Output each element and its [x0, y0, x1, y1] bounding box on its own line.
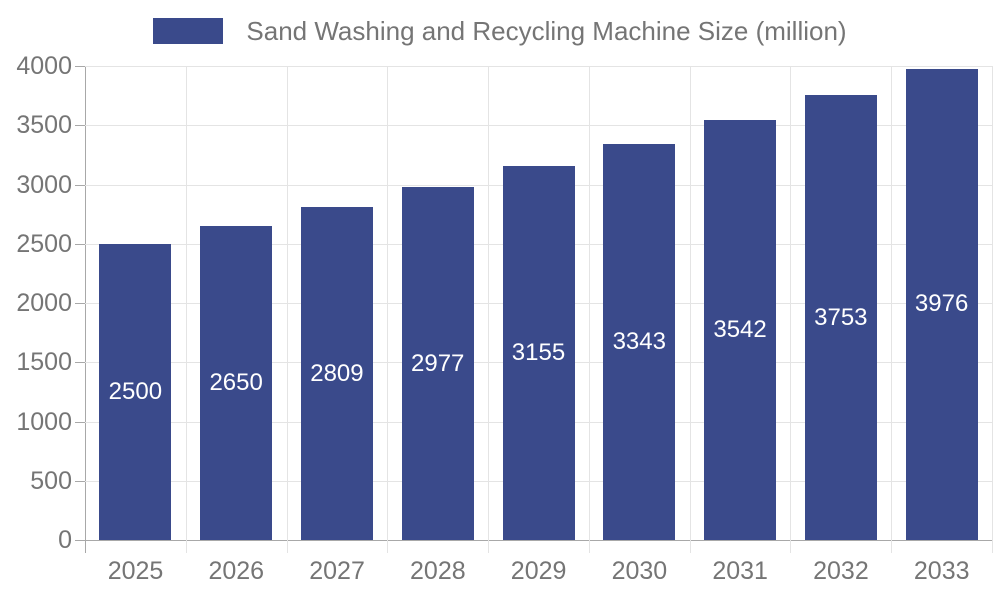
x-axis-tick — [790, 540, 792, 553]
y-axis-tick-label: 1500 — [16, 348, 72, 377]
bar-2028: 2977 — [401, 187, 474, 540]
gridline-vertical — [891, 66, 893, 540]
x-axis-tick-label: 2029 — [510, 557, 567, 585]
x-axis-tick-label: 2033 — [913, 557, 970, 585]
gridline-vertical — [992, 66, 993, 540]
bar-value-label: 3753 — [814, 303, 868, 331]
gridline-vertical — [790, 66, 792, 540]
y-axis-tick-label: 1000 — [16, 407, 72, 436]
gridline-vertical — [286, 66, 288, 540]
x-axis-tick-label: 2030 — [611, 557, 668, 585]
x-axis-tick-label: 2031 — [712, 557, 768, 585]
x-axis-tick — [286, 540, 288, 553]
bar-value-label: 2500 — [108, 377, 163, 405]
y-axis-tick — [75, 184, 85, 186]
y-axis-tick-label: 0 — [58, 526, 72, 554]
bar-2029: 3155 — [502, 166, 575, 540]
x-axis-tick — [992, 540, 993, 553]
x-axis-tick — [387, 540, 389, 553]
x-axis-tick — [185, 540, 187, 553]
y-axis-tick-label: 3000 — [16, 170, 72, 199]
bar-2032: 3753 — [804, 95, 877, 540]
bar-value-label: 3542 — [713, 316, 767, 344]
bar-value-label: 2977 — [411, 349, 465, 377]
y-axis-tick — [75, 125, 85, 127]
gridline-vertical — [588, 66, 590, 540]
bar-value-label: 2809 — [310, 359, 364, 387]
x-axis-tick — [85, 540, 86, 553]
y-axis-tick-label: 500 — [30, 466, 72, 495]
y-axis-tick — [75, 243, 85, 245]
x-axis-tick-label: 2026 — [208, 557, 265, 585]
legend[interactable]: Sand Washing and Recycling Machine Size … — [0, 16, 1000, 46]
y-axis-tick-label: 3500 — [16, 111, 72, 140]
x-axis-tick-label: 2028 — [410, 557, 466, 585]
x-axis-tick — [488, 540, 490, 553]
y-axis-tick — [75, 66, 85, 67]
gridline-vertical — [689, 66, 691, 540]
gridline-vertical — [185, 66, 187, 540]
legend-label: Sand Washing and Recycling Machine Size … — [246, 16, 847, 46]
x-axis-tick — [891, 540, 893, 553]
x-axis-tick — [689, 540, 691, 553]
y-axis-tick-label: 2000 — [16, 289, 72, 317]
bar-2033: 3976 — [905, 68, 978, 540]
bar-value-label: 3976 — [914, 290, 969, 318]
y-axis-tick — [75, 480, 85, 482]
x-axis-line — [85, 540, 993, 541]
bar-2030: 3343 — [603, 143, 676, 540]
bar-2025: 2500 — [99, 243, 172, 540]
x-axis-tick-label: 2027 — [309, 557, 365, 585]
gridline-vertical — [488, 66, 490, 540]
bar-2031: 3542 — [704, 120, 777, 540]
gridline-horizontal — [85, 66, 992, 67]
y-axis-tick — [75, 362, 85, 364]
y-axis-tick-label: 4000 — [16, 52, 72, 80]
y-axis-tick-label: 2500 — [16, 229, 72, 258]
gridline-vertical — [387, 66, 389, 540]
bar-value-label: 3155 — [511, 339, 566, 367]
bar-2027: 2809 — [300, 207, 373, 540]
bar-value-label: 3343 — [612, 327, 666, 355]
x-axis-tick-label: 2032 — [813, 557, 869, 585]
gridline-horizontal — [85, 125, 992, 127]
x-axis-tick — [588, 540, 590, 553]
bar-value-label: 2650 — [209, 368, 263, 396]
legend-swatch — [153, 18, 224, 44]
y-axis-tick — [75, 303, 85, 304]
bar-2026: 2650 — [200, 225, 273, 540]
x-axis-tick-label: 2025 — [107, 557, 164, 585]
y-axis-tick — [75, 540, 85, 541]
y-axis-tick — [75, 421, 85, 423]
plot-area: 2500 2650 2809 2977 3155 3343 3542 3753 3976 — [85, 66, 993, 540]
